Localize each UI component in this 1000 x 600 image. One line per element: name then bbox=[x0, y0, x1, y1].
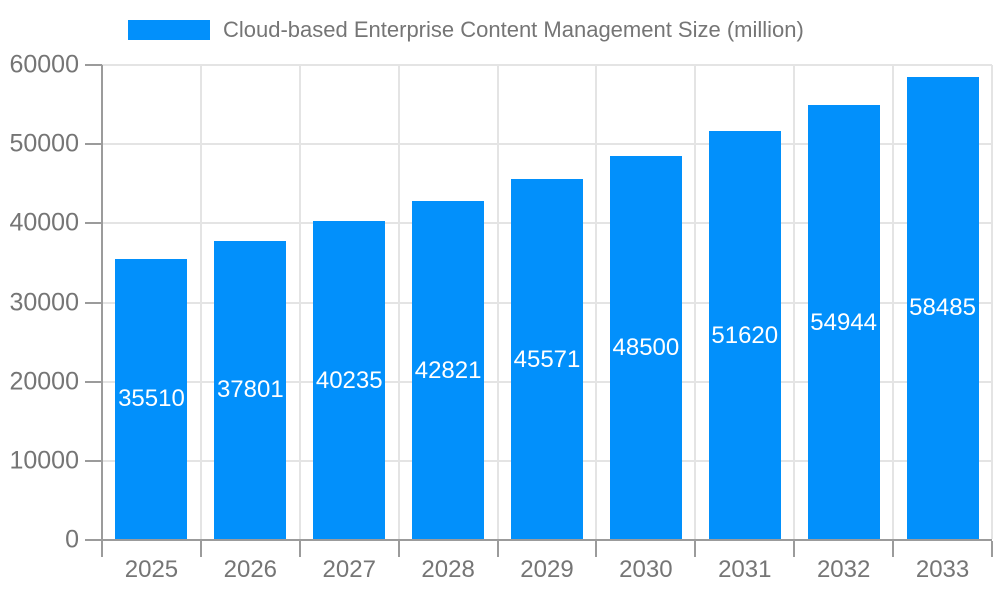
bar-value-label: 45571 bbox=[513, 345, 581, 373]
y-axis-line bbox=[101, 65, 103, 541]
y-axis-tick-label: 40000 bbox=[9, 208, 79, 237]
bar[interactable] bbox=[906, 76, 979, 539]
gridline-vertical bbox=[793, 65, 796, 539]
y-axis-tick-label: 10000 bbox=[9, 446, 79, 475]
x-axis-tick-label: 2031 bbox=[718, 556, 772, 583]
y-axis-tick bbox=[85, 301, 102, 304]
bar[interactable] bbox=[115, 258, 188, 539]
gridline-horizontal bbox=[102, 64, 992, 66]
legend-swatch-icon bbox=[128, 20, 210, 40]
gridline-vertical bbox=[892, 65, 895, 539]
x-axis-tick bbox=[991, 541, 993, 557]
x-axis-tick bbox=[694, 541, 697, 557]
bar[interactable] bbox=[609, 156, 682, 539]
x-axis-tick bbox=[595, 541, 598, 557]
legend-item[interactable]: Cloud-based Enterprise Content Managemen… bbox=[128, 19, 804, 41]
y-axis-tick bbox=[85, 222, 102, 225]
bar-value-label: 40235 bbox=[315, 366, 383, 394]
gridline-vertical bbox=[991, 65, 993, 539]
x-axis-tick-label: 2029 bbox=[520, 556, 574, 583]
y-axis-tick bbox=[85, 143, 102, 146]
bar-value-label: 51620 bbox=[711, 321, 779, 349]
y-axis-tick bbox=[85, 380, 102, 383]
x-axis-line bbox=[102, 539, 992, 541]
gridline-vertical bbox=[397, 65, 400, 539]
y-axis-tick-label: 50000 bbox=[9, 129, 79, 158]
gridline-vertical bbox=[298, 65, 301, 539]
chart-legend: Cloud-based Enterprise Content Managemen… bbox=[128, 19, 804, 41]
y-axis-tick-label: 60000 bbox=[9, 50, 79, 79]
x-axis-tick bbox=[298, 541, 301, 557]
legend-label: Cloud-based Enterprise Content Managemen… bbox=[223, 17, 804, 42]
bar-value-label: 54944 bbox=[810, 308, 878, 336]
y-axis-tick bbox=[85, 459, 102, 462]
gridline-horizontal bbox=[102, 143, 992, 146]
y-axis-tick-label: 0 bbox=[65, 525, 79, 554]
y-axis-tick bbox=[85, 539, 102, 541]
y-axis-tick bbox=[85, 64, 102, 66]
x-axis-tick-label: 2033 bbox=[915, 556, 970, 583]
bar-value-label: 48500 bbox=[612, 334, 680, 362]
bar[interactable] bbox=[313, 221, 386, 539]
x-axis-tick bbox=[892, 541, 895, 557]
x-axis-tick bbox=[397, 541, 400, 557]
x-axis-tick-label: 2028 bbox=[421, 556, 475, 583]
bar-value-label: 42821 bbox=[414, 356, 482, 384]
y-axis-tick-label: 20000 bbox=[9, 367, 79, 396]
x-axis-tick-label: 2026 bbox=[223, 556, 278, 583]
bar[interactable] bbox=[807, 105, 880, 539]
y-axis-tick-label: 30000 bbox=[9, 288, 79, 316]
gridline-vertical bbox=[595, 65, 598, 539]
bar[interactable] bbox=[412, 201, 485, 539]
x-axis-tick bbox=[101, 541, 103, 557]
x-axis-tick bbox=[199, 541, 202, 557]
bar[interactable] bbox=[511, 179, 583, 539]
x-axis-tick-label: 2025 bbox=[124, 556, 179, 583]
gridline-vertical bbox=[694, 65, 697, 539]
x-axis-tick bbox=[496, 541, 499, 557]
x-axis-tick-label: 2032 bbox=[816, 556, 871, 583]
bar[interactable] bbox=[708, 131, 781, 539]
bar-value-label: 58485 bbox=[909, 294, 976, 322]
x-axis-tick bbox=[793, 541, 796, 557]
gridline-vertical bbox=[199, 65, 202, 539]
gridline-vertical bbox=[496, 65, 499, 539]
bar-value-label: 35510 bbox=[118, 385, 185, 413]
x-axis-tick-label: 2027 bbox=[322, 556, 376, 583]
bar[interactable] bbox=[214, 240, 287, 539]
bar-value-label: 37801 bbox=[216, 376, 284, 404]
x-axis-tick-label: 2030 bbox=[619, 556, 673, 583]
